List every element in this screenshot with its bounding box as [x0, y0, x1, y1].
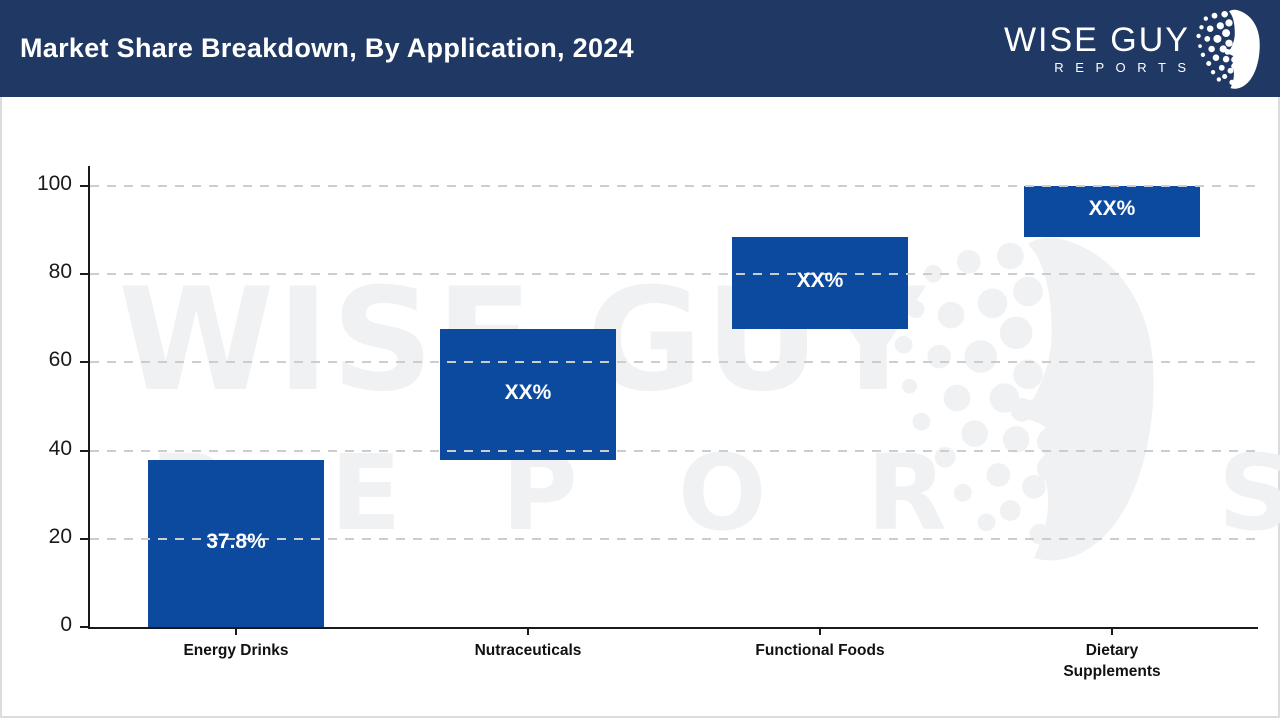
y-axis-tick	[80, 273, 88, 276]
y-tick-label: 80	[48, 260, 72, 284]
bar	[732, 236, 908, 330]
brand-name: WISE GUY	[1003, 20, 1190, 59]
y-axis-tick	[80, 185, 88, 187]
x-category-label: Dietary Supplements	[1063, 642, 1161, 680]
gridline	[90, 449, 1258, 452]
plot-area: 0 20 40 60 80 100 37.8% Energy Drinks XX% Nutrace…	[37, 166, 1258, 680]
brand-logo-text: WISE GUY R E P O R T S	[1003, 20, 1190, 76]
bar	[1024, 186, 1200, 237]
page-title: Market Share Breakdown, By Application, …	[20, 33, 634, 63]
x-axis-tick	[235, 629, 237, 635]
y-axis-tick	[80, 537, 88, 540]
y-tick-label: 20	[48, 524, 72, 548]
gridline	[90, 273, 1258, 276]
wise-guy-face-icon	[1196, 9, 1260, 89]
bar-value-label: XX%	[796, 269, 844, 293]
x-axis-tick	[527, 629, 529, 635]
bar-value-label: XX%	[504, 380, 552, 404]
gridline	[90, 185, 1258, 187]
y-tick-label: 40	[48, 436, 72, 460]
bar-value-label: XX%	[1088, 197, 1136, 221]
y-tick-label: 60	[48, 348, 72, 372]
brand-logo: WISE GUY R E P O R T S	[1004, 6, 1266, 92]
x-category-label: Energy Drinks	[183, 642, 289, 659]
brand-subtitle: R E P O R T S	[1054, 60, 1190, 76]
y-axis-tick	[80, 449, 88, 452]
y-tick-label: 100	[36, 172, 72, 195]
header-bar: Market Share Breakdown, By Application, …	[0, 0, 1280, 97]
bar	[148, 460, 324, 627]
y-tick-label: 0	[60, 613, 72, 636]
gridline	[90, 537, 1258, 540]
x-axis-tick	[819, 629, 821, 635]
bar	[440, 329, 616, 461]
x-category-label: Functional Foods	[755, 642, 885, 659]
y-axis-tick	[80, 626, 88, 628]
y-axis-tick	[80, 361, 88, 364]
x-category-label: Nutraceuticals	[474, 642, 582, 659]
gridline	[90, 361, 1258, 364]
bar-value-label: 37.8%	[206, 529, 266, 553]
x-axis-tick	[1111, 629, 1113, 635]
